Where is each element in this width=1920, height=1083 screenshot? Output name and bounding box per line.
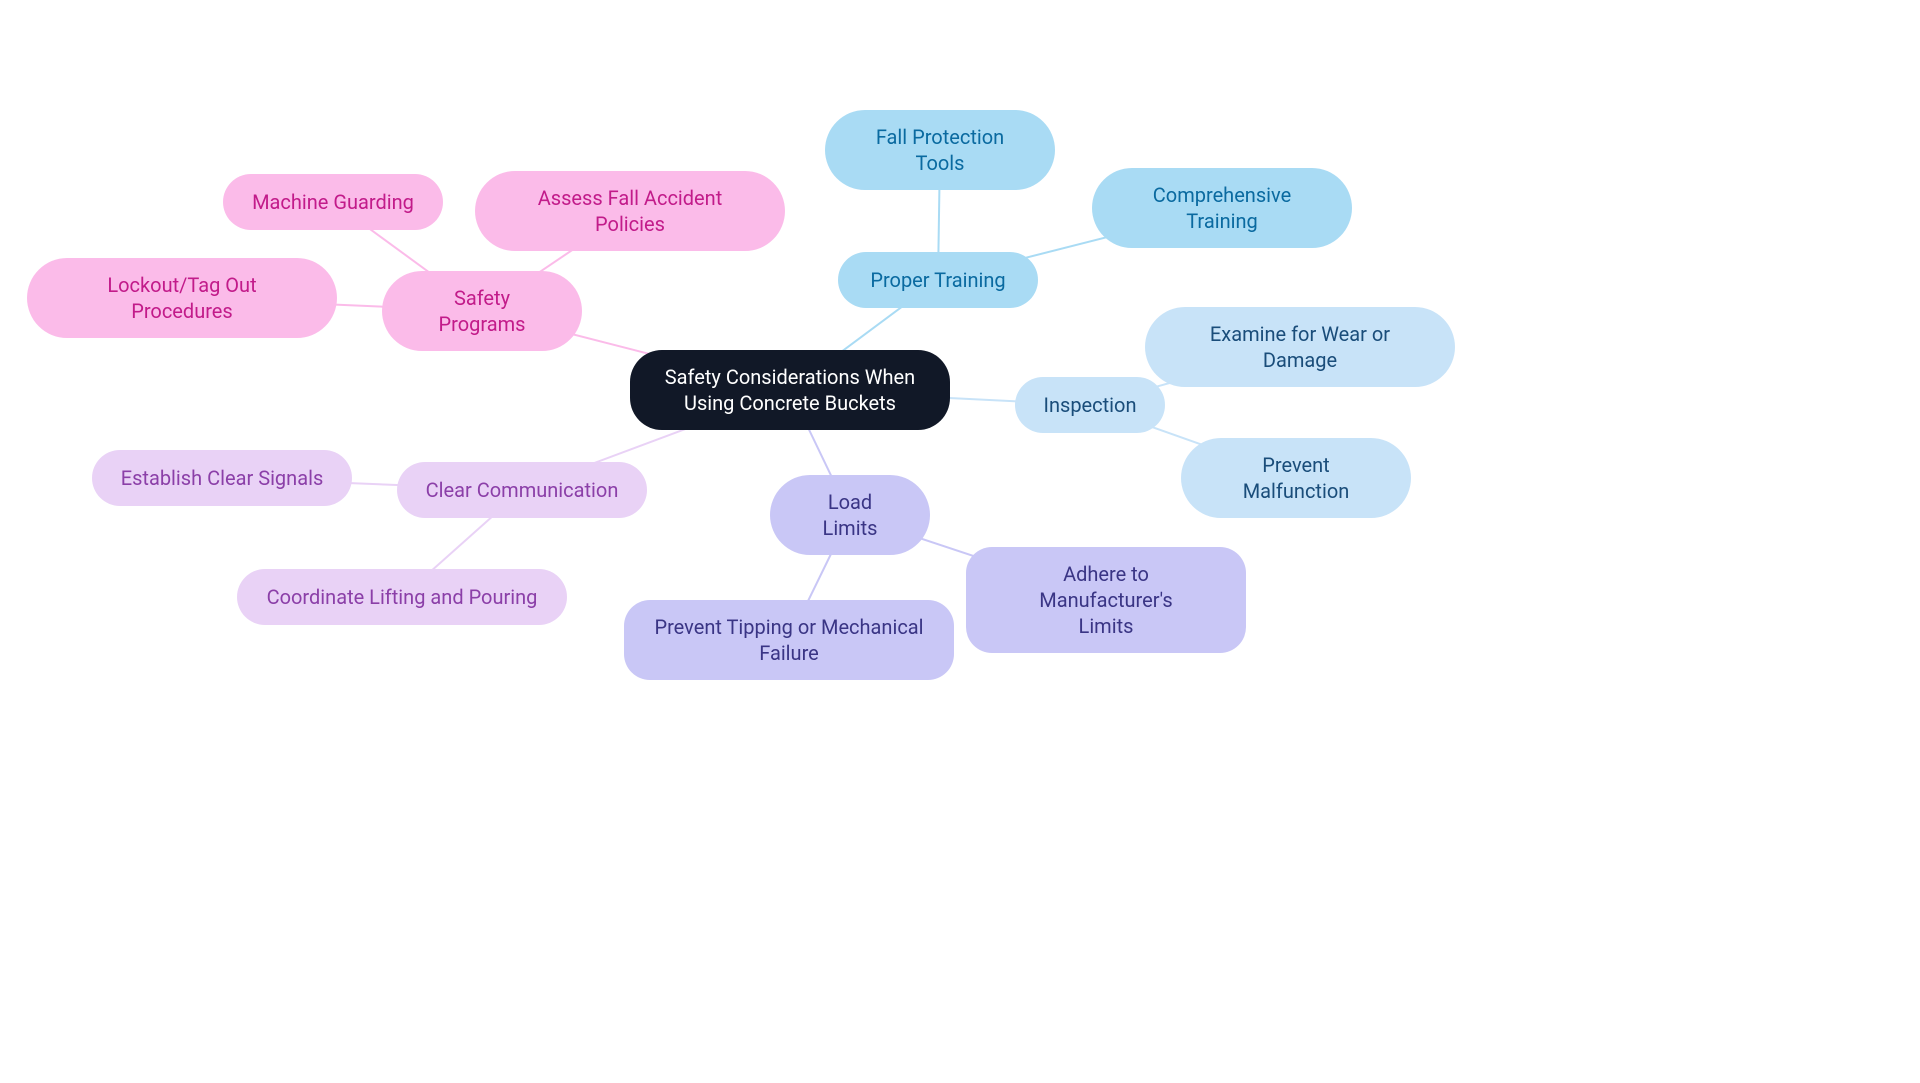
node-label: Inspection: [1044, 392, 1137, 418]
node-label: Establish Clear Signals: [121, 465, 324, 491]
node-training: Proper Training: [838, 252, 1038, 308]
node-comm: Clear Communication: [397, 462, 647, 518]
node-label: Load Limits: [798, 489, 902, 541]
node-assess: Assess Fall Accident Policies: [475, 171, 785, 251]
node-label: Safety Programs: [410, 285, 554, 337]
node-label: Prevent Malfunction: [1209, 452, 1383, 504]
node-label: Adhere to Manufacturer's Limits: [994, 561, 1218, 639]
node-prevent_tip: Prevent Tipping or Mechanical Failure: [624, 600, 954, 680]
node-examine: Examine for Wear or Damage: [1145, 307, 1455, 387]
node-guarding: Machine Guarding: [223, 174, 443, 230]
node-safetyprog: Safety Programs: [382, 271, 582, 351]
node-coordinate: Coordinate Lifting and Pouring: [237, 569, 567, 625]
node-label: Fall Protection Tools: [853, 124, 1027, 176]
node-comptraining: Comprehensive Training: [1092, 168, 1352, 248]
node-label: Safety Considerations When Using Concret…: [665, 364, 915, 416]
node-center: Safety Considerations When Using Concret…: [630, 350, 950, 430]
node-label: Examine for Wear or Damage: [1173, 321, 1427, 373]
node-loadlimits: Load Limits: [770, 475, 930, 555]
node-adhere: Adhere to Manufacturer's Limits: [966, 547, 1246, 653]
node-label: Proper Training: [870, 267, 1005, 293]
node-prevent_mal: Prevent Malfunction: [1181, 438, 1411, 518]
node-label: Lockout/Tag Out Procedures: [55, 272, 309, 324]
node-signals: Establish Clear Signals: [92, 450, 352, 506]
node-label: Clear Communication: [426, 477, 619, 503]
node-label: Assess Fall Accident Policies: [503, 185, 757, 237]
node-label: Machine Guarding: [252, 189, 414, 215]
node-inspection: Inspection: [1015, 377, 1165, 433]
node-label: Prevent Tipping or Mechanical Failure: [654, 614, 923, 666]
node-lockout: Lockout/Tag Out Procedures: [27, 258, 337, 338]
node-label: Comprehensive Training: [1120, 182, 1324, 234]
node-label: Coordinate Lifting and Pouring: [267, 584, 538, 610]
node-falltools: Fall Protection Tools: [825, 110, 1055, 190]
